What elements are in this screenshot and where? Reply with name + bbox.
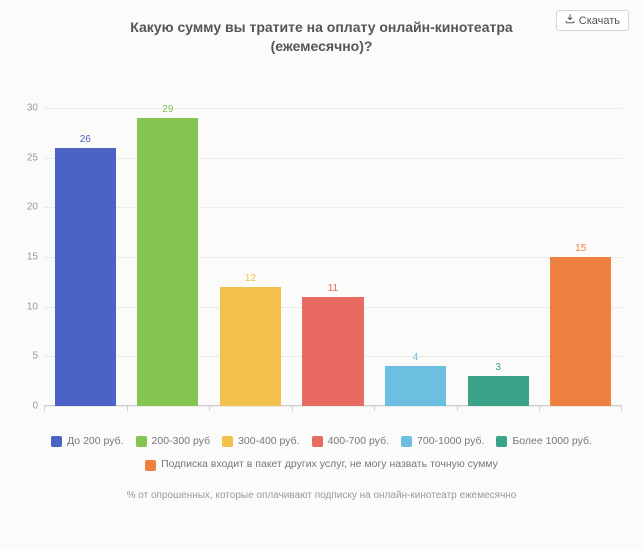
legend-label: Подписка входит в пакет других услуг, не… [161,455,498,475]
y-tick-label: 25 [8,152,38,163]
y-tick-label: 0 [8,401,38,412]
y-tick-label: 30 [8,102,38,113]
y-tick-label: 5 [8,351,38,362]
legend-label: 400-700 руб. [328,432,389,452]
x-tick-mark [44,406,45,411]
legend-label: Более 1000 руб. [512,432,592,452]
bar: 15 [550,257,611,406]
download-label: Скачать [579,15,620,27]
bar: 4 [385,366,446,406]
x-tick-mark [539,406,540,411]
bar-value-label: 3 [468,362,529,373]
gridline [44,406,622,407]
legend-item: 700-1000 руб. [401,432,484,452]
legend-item: Более 1000 руб. [496,432,592,452]
download-icon [565,14,575,27]
bar-value-label: 29 [137,104,198,115]
bar: 29 [137,118,198,406]
legend-swatch [312,436,323,447]
x-tick-mark [457,406,458,411]
bar-value-label: 11 [302,283,363,294]
legend-swatch [222,436,233,447]
y-tick-label: 10 [8,301,38,312]
bar-value-label: 12 [220,273,281,284]
legend-swatch [145,460,156,471]
legend-item: 400-700 руб. [312,432,389,452]
gridline [44,207,622,208]
chart-caption: % от опрошенных, которые оплачивают подп… [0,490,643,501]
legend-item: До 200 руб. [51,432,123,452]
legend-swatch [496,436,507,447]
gridline [44,108,622,109]
x-tick-mark [621,406,622,411]
bar: 11 [302,297,363,406]
gridline [44,257,622,258]
legend-label: 200-300 руб [152,432,211,452]
x-tick-mark [292,406,293,411]
legend-item: 200-300 руб [136,432,211,452]
chart-legend: До 200 руб. 200-300 руб 300-400 руб. 400-70… [0,432,643,479]
chart-title: Какую сумму вы тратите на оплату онлайн-… [0,0,643,62]
x-tick-mark [209,406,210,411]
legend-swatch [401,436,412,447]
bar: 12 [220,287,281,406]
bar-value-label: 15 [550,243,611,254]
legend-swatch [136,436,147,447]
chart-card: Скачать Какую сумму вы тратите на оплату… [0,0,643,550]
chart-plot-area: 051015202530262912114315 [44,88,622,406]
legend-label: До 200 руб. [67,432,123,452]
legend-label: 300-400 руб. [238,432,299,452]
bar-value-label: 26 [55,134,116,145]
download-button[interactable]: Скачать [556,10,629,31]
legend-swatch [51,436,62,447]
x-tick-mark [127,406,128,411]
x-tick-mark [374,406,375,411]
y-tick-label: 20 [8,202,38,213]
bar-value-label: 4 [385,352,446,363]
bar: 3 [468,376,529,406]
bar: 26 [55,148,116,406]
legend-label: 700-1000 руб. [417,432,484,452]
legend-item: 300-400 руб. [222,432,299,452]
y-tick-label: 15 [8,251,38,262]
gridline [44,158,622,159]
legend-item: Подписка входит в пакет других услуг, не… [145,455,498,475]
